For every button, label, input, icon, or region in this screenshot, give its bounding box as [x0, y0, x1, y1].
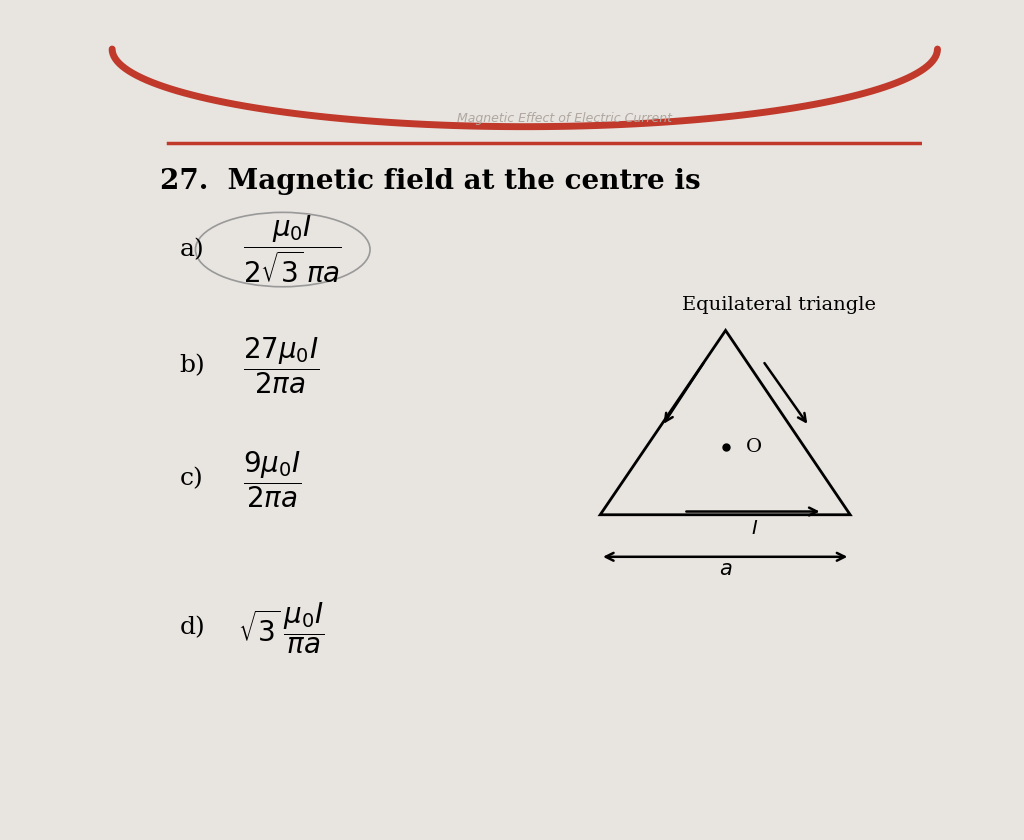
Text: c): c): [179, 468, 204, 491]
Text: Magnetic Effect of Electric Current: Magnetic Effect of Electric Current: [457, 113, 672, 125]
Text: b): b): [179, 354, 206, 377]
Text: $a$: $a$: [719, 560, 732, 580]
Text: 27.  Magnetic field at the centre is: 27. Magnetic field at the centre is: [160, 168, 700, 195]
Text: d): d): [179, 617, 206, 639]
Text: a): a): [179, 238, 205, 261]
Text: O: O: [745, 438, 762, 456]
Text: $\dfrac{9\mu_0 I}{2\pi a}$: $\dfrac{9\mu_0 I}{2\pi a}$: [243, 449, 302, 510]
Text: $I$: $I$: [752, 520, 759, 538]
Text: $\sqrt{3}\,\dfrac{\mu_0 I}{\pi a}$: $\sqrt{3}\,\dfrac{\mu_0 I}{\pi a}$: [238, 600, 324, 656]
Text: Equilateral triangle: Equilateral triangle: [682, 296, 876, 313]
Text: $\dfrac{27\mu_0 I}{2\pi a}$: $\dfrac{27\mu_0 I}{2\pi a}$: [243, 336, 319, 396]
Text: $\dfrac{\mu_0 I}{2\sqrt{3}\,\pi a}$: $\dfrac{\mu_0 I}{2\sqrt{3}\,\pi a}$: [243, 214, 342, 286]
